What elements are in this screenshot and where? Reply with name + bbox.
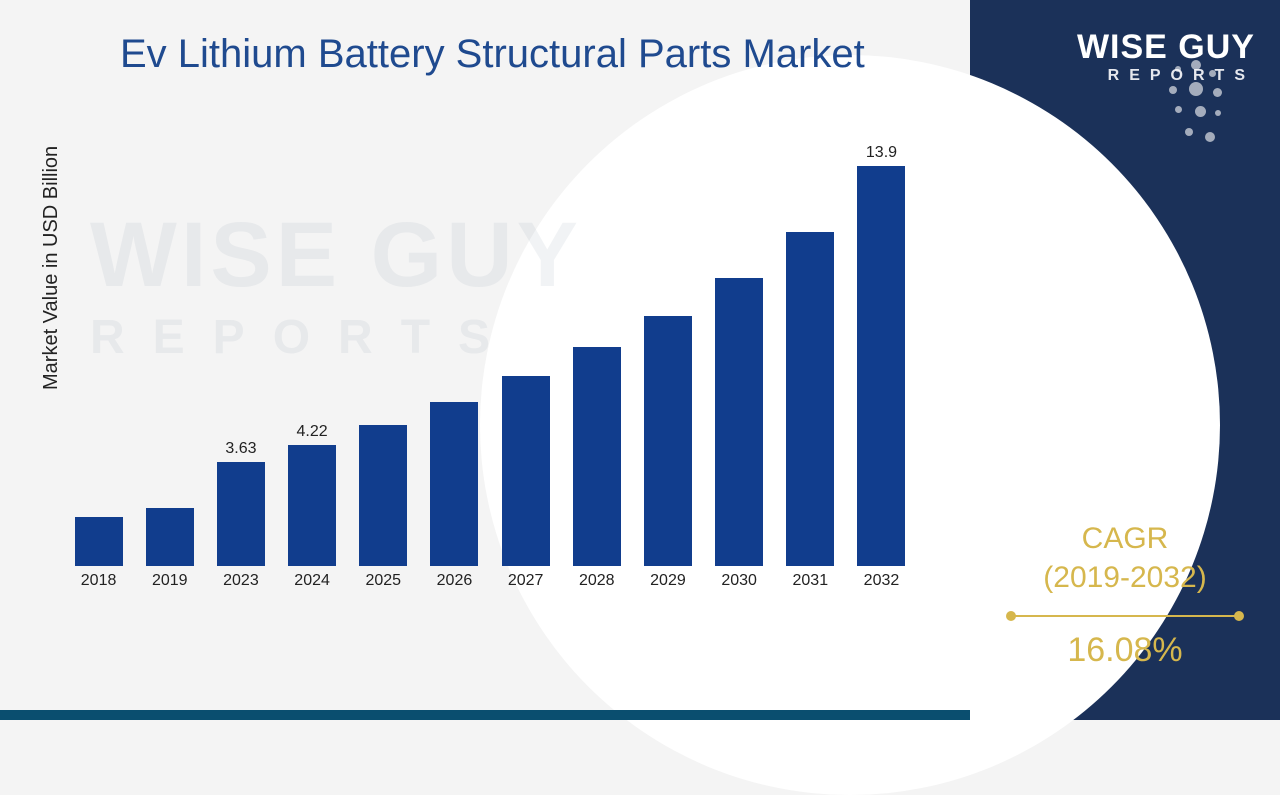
bar-column: 2027 [497,354,554,590]
bars-container: 2018 2019 3.63 2023 4.22 2024 2025 2026 2027 2028… [70,190,910,590]
bar-column: 2028 [568,325,625,590]
bar-column: 2019 [141,486,198,590]
bar [857,166,905,566]
x-category-label: 2027 [508,572,544,590]
bar [644,316,692,566]
bar [146,508,194,566]
x-category-label: 2028 [579,572,615,590]
cagr-value: 16.08% [1000,631,1250,670]
bar-column: 4.22 2024 [284,423,341,590]
x-category-label: 2024 [294,572,330,590]
bottom-accent-bar [0,710,970,720]
bar [573,347,621,566]
x-category-label: 2031 [793,572,829,590]
bar-value-label: 3.63 [225,440,256,458]
x-category-label: 2023 [223,572,259,590]
bar [786,232,834,566]
bar [75,517,123,566]
bar-column: 3.63 2023 [212,440,269,590]
x-category-label: 2026 [437,572,473,590]
bar-chart: 2018 2019 3.63 2023 4.22 2024 2025 2026 2027 2028… [70,190,910,620]
cagr-label: CAGR (2019-2032) [1000,519,1250,597]
bar-column: 2018 [70,495,127,590]
bar [430,402,478,566]
bar [359,425,407,566]
bar-column: 2026 [426,380,483,590]
x-category-label: 2032 [864,572,900,590]
x-category-label: 2029 [650,572,686,590]
bar-column: 2031 [782,210,839,590]
bar-column: 2025 [355,403,412,590]
report-chart-card: WISE GUY REPORTS Ev Lithium Battery Stru… [0,0,1280,720]
brand-head-icon [1165,60,1245,160]
bar [502,376,550,566]
x-category-label: 2030 [721,572,757,590]
y-axis-label: Market Value in USD Billion [40,146,63,390]
bar-value-label: 4.22 [297,423,328,441]
cagr-divider [1010,615,1240,617]
x-category-label: 2018 [81,572,117,590]
cagr-callout: CAGR (2019-2032) 16.08% [1000,519,1250,670]
x-category-label: 2019 [152,572,188,590]
bar-value-label: 13.9 [866,144,897,162]
bar [715,278,763,566]
bar [288,445,336,566]
x-category-label: 2025 [365,572,401,590]
bar-column: 13.9 2032 [853,144,910,590]
brand-logo: WISE GUY REPORTS [1077,30,1255,84]
chart-title: Ev Lithium Battery Structural Parts Mark… [120,30,880,78]
bar [217,462,265,566]
bar-column: 2029 [639,294,696,590]
bar-column: 2030 [711,256,768,590]
